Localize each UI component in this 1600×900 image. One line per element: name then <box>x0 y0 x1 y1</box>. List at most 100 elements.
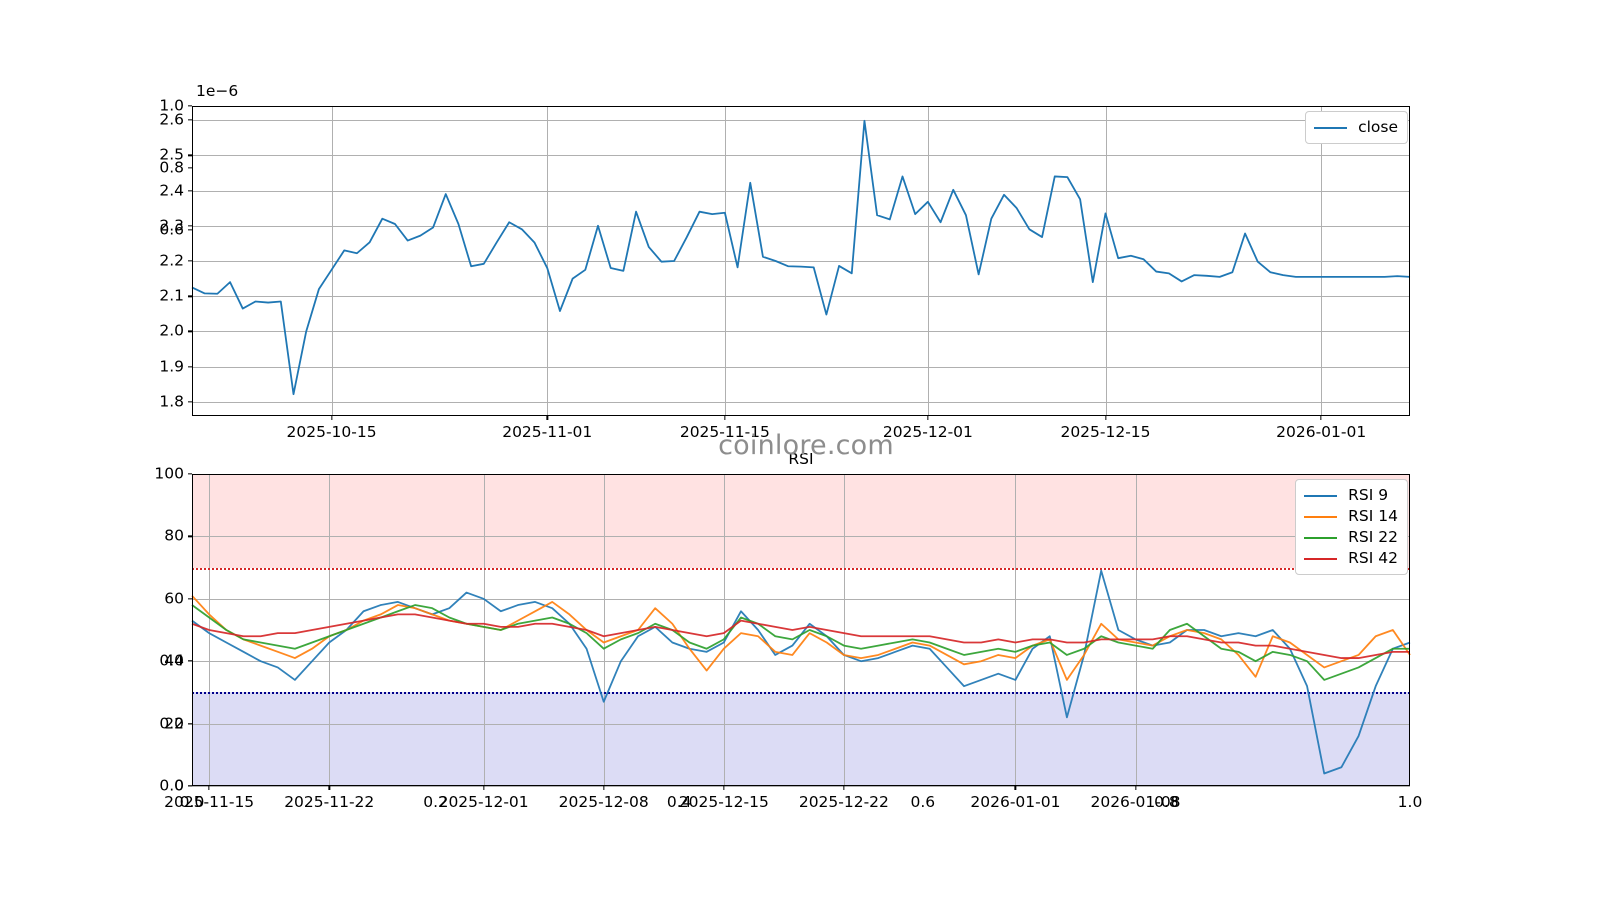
gridline-vertical <box>329 474 331 786</box>
legend-color-swatch <box>1304 557 1338 560</box>
gridline-horizontal <box>192 190 1410 192</box>
gridline-vertical <box>483 474 485 786</box>
gridline-vertical <box>1105 106 1107 416</box>
gridline-vertical <box>331 106 333 416</box>
legend-label: RSI 42 <box>1348 548 1398 567</box>
x-tick-mark <box>843 786 845 790</box>
gridline-vertical <box>547 106 549 416</box>
x-tick-label: 2025-10-15 <box>286 423 377 441</box>
gridline-horizontal <box>192 366 1410 368</box>
gridline-vertical <box>843 474 845 786</box>
y-tick-label: 2.5 <box>159 145 184 164</box>
y-tick-mark <box>188 260 192 262</box>
y-tick-label-overlay: 1.0 <box>159 96 184 115</box>
gridline-vertical <box>724 106 726 416</box>
y-tick-mark <box>188 119 192 121</box>
legend-color-swatch <box>1304 494 1338 497</box>
rsi-axis-spine-top <box>192 474 1410 476</box>
y-tick-label: 2.4 <box>159 180 184 199</box>
legend-entry[interactable]: RSI 42 <box>1304 548 1398 569</box>
price-chart-axes: 2.6 2.5 2.4 2.3 2.2 2.1 2.0 1.9 1.8 1.0 0.8 0.6 20… <box>159 82 1411 440</box>
y-tick-label-overlay: 0.4 <box>159 651 184 670</box>
legend-entry[interactable]: RSI 14 <box>1304 506 1398 527</box>
y-tick-mark <box>188 189 192 192</box>
y-tick-mark <box>188 473 192 475</box>
price-axis-offset-text: 1e−6 <box>196 82 239 100</box>
x-tick-label-overlay: 1.0 <box>1397 793 1423 811</box>
y-tick-mark <box>188 598 192 600</box>
legend-entry[interactable]: close <box>1314 117 1398 138</box>
price-chart-legend[interactable]: close <box>1305 111 1408 144</box>
x-tick-mark <box>723 786 725 790</box>
rsi-chart-axes: 100 80 60 40 20 0 0.4 0.2 0.0 2025-11-15 2025-11… <box>154 450 1422 810</box>
y-tick-mark <box>188 535 192 538</box>
x-tick-label-overlay: 0.4 <box>666 793 692 811</box>
x-tick-mark <box>927 416 929 420</box>
x-tick-label-overlay: 0.2 <box>423 793 448 811</box>
legend-entry[interactable]: RSI 22 <box>1304 527 1398 548</box>
y-tick-mark <box>188 366 192 368</box>
x-tick-label: 2026-01-01 <box>1276 423 1367 441</box>
y-tick-label: 40 <box>164 651 184 670</box>
gridline-vertical <box>1321 106 1323 416</box>
gridline-horizontal <box>192 225 1410 227</box>
legend-color-swatch <box>1314 126 1348 129</box>
legend-color-swatch <box>1304 515 1338 518</box>
x-tick-mark <box>603 786 605 790</box>
threshold-line <box>192 567 1410 570</box>
y-tick-label-overlay: 0.8 <box>159 158 184 177</box>
y-tick-label: 2.0 <box>159 321 184 340</box>
y-tick-mark <box>188 225 192 227</box>
x-tick-mark <box>724 416 726 420</box>
gridline-vertical <box>1015 474 1017 786</box>
y-tick-mark-overlay <box>188 722 192 725</box>
gridline-horizontal <box>192 661 1410 663</box>
y-tick-label-overlay: 0.6 <box>159 220 184 239</box>
gridline-vertical <box>603 474 605 786</box>
gridline-horizontal <box>192 536 1410 538</box>
x-tick-label: 2025-12-15 <box>678 793 769 811</box>
rsi-axis-spine-left <box>192 474 194 786</box>
rsi-chart-legend[interactable]: RSI 9 RSI 14 RSI 22 RSI 42 <box>1295 479 1408 575</box>
x-tick-label: 2025-12-01 <box>882 423 973 441</box>
y-tick-mark <box>188 154 192 156</box>
threshold-band <box>192 692 1410 786</box>
gridline-vertical <box>723 474 725 786</box>
y-tick-label: 60 <box>164 589 184 608</box>
gridline-horizontal <box>192 786 1410 787</box>
rsi-line-rsi-14 <box>191 595 1411 681</box>
legend-label: close <box>1358 117 1398 136</box>
y-tick-mark-overlay <box>188 105 192 107</box>
rsi-line-rsi-22 <box>191 604 1410 681</box>
y-tick-label: 1.9 <box>159 356 184 375</box>
x-tick-mark <box>482 786 485 790</box>
x-tick-label: 2025-11-15 <box>679 423 770 441</box>
x-tick-mark <box>1320 416 1322 420</box>
x-tick-mark <box>208 786 210 790</box>
gridline-horizontal <box>192 723 1410 725</box>
threshold-line <box>192 692 1410 695</box>
x-tick-label-overlay: 0.8 <box>1154 793 1179 811</box>
gridline-vertical <box>927 106 929 416</box>
y-tick-label: 2.6 <box>159 110 184 129</box>
x-tick-mark <box>1014 786 1017 790</box>
x-tick-label: 2025-11-15 <box>164 793 255 811</box>
x-tick-label: 2025-12-22 <box>798 793 889 811</box>
legend-label: RSI 9 <box>1348 485 1389 504</box>
price-line-close <box>191 119 1411 396</box>
price-line-series <box>191 119 1411 396</box>
gridline-horizontal <box>192 155 1410 157</box>
legend-label: RSI 14 <box>1348 506 1398 525</box>
gridline-horizontal <box>192 296 1410 298</box>
y-tick-mark-overlay <box>188 167 192 169</box>
y-tick-label: 80 <box>164 526 184 545</box>
legend-entry[interactable]: RSI 9 <box>1304 485 1398 506</box>
x-tick-label: 2026-01-08 <box>1090 793 1181 811</box>
y-tick-mark <box>188 401 192 403</box>
y-tick-mark-overlay <box>188 660 192 662</box>
x-tick-label: 2025-12-15 <box>1060 423 1151 441</box>
x-tick-mark <box>328 786 330 790</box>
y-tick-label: 1.8 <box>159 392 184 411</box>
price-axis-spine-left <box>192 106 194 416</box>
